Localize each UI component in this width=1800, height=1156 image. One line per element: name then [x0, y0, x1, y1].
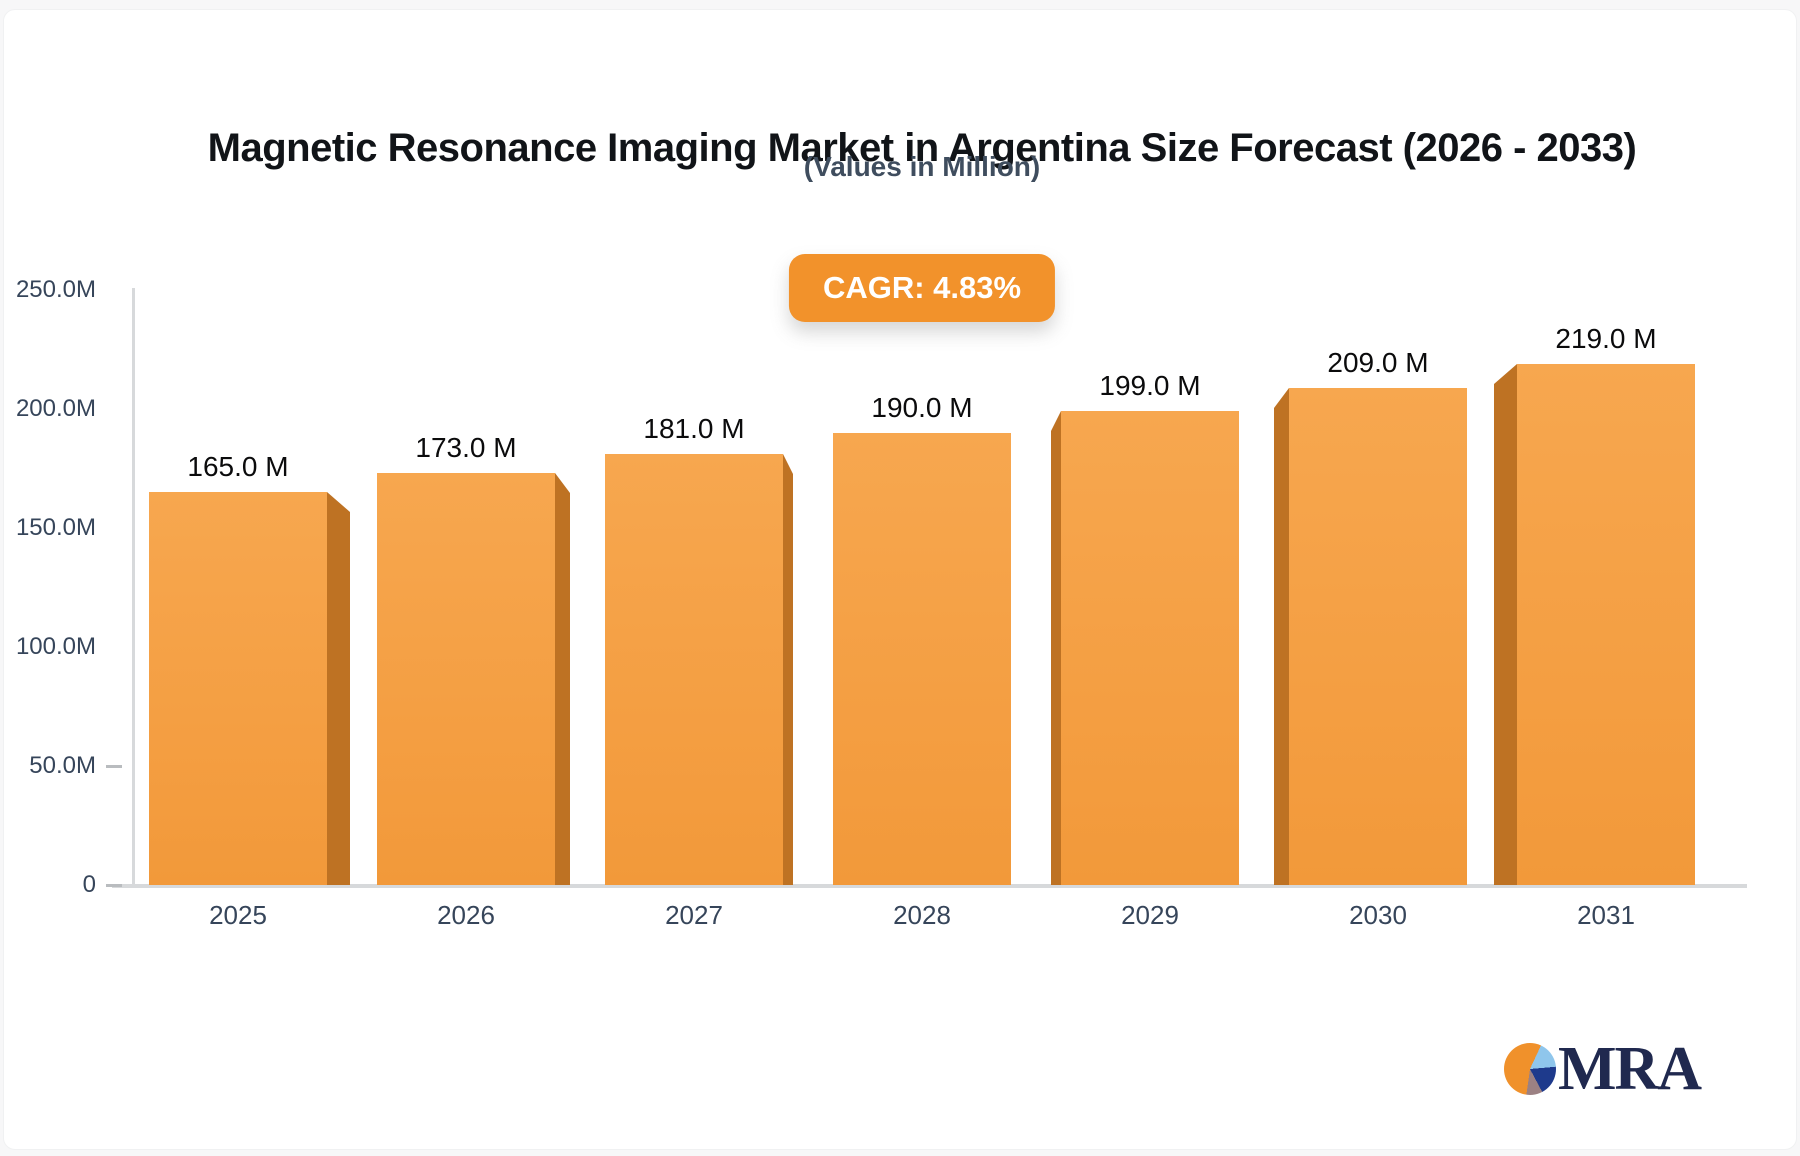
- bar-3d-side-2025: [327, 492, 350, 885]
- bar-face-2028: [833, 433, 1011, 885]
- bar-value-label-2026: 173.0 M: [415, 432, 517, 463]
- x-axis-label-2028: 2028: [893, 900, 951, 930]
- y-axis-tick-label: 150.0M: [15, 514, 96, 541]
- cagr-badge: CAGR: 4.83%: [788, 254, 1056, 322]
- x-axis-baseline: [112, 884, 1747, 888]
- x-axis-label-2026: 2026: [437, 900, 495, 930]
- x-axis-label-2031: 2031: [1577, 900, 1635, 930]
- bar-2027: [605, 454, 793, 885]
- bar-value-label-2027: 181.0 M: [643, 413, 745, 444]
- bar-face-2029: [1061, 411, 1239, 885]
- bar-value-label-2031: 219.0 M: [1555, 323, 1657, 354]
- bar-face-2031: [1517, 364, 1695, 885]
- y-axis-tick-mark: [106, 884, 122, 887]
- brand-logo: MRA: [1504, 1035, 1702, 1103]
- bar-face-2027: [605, 454, 783, 885]
- bar-2030: [1274, 388, 1467, 885]
- bar-face-2026: [377, 473, 555, 885]
- y-axis-tick-label: 200.0M: [15, 395, 96, 422]
- bar-3d-side-2029: [1051, 411, 1061, 885]
- bar-value-label-2028: 190.0 M: [871, 392, 973, 423]
- bar-2031: [1494, 364, 1695, 885]
- bar-2026: [377, 473, 570, 885]
- bar-2029: [1051, 411, 1239, 885]
- chart-title: Magnetic Resonance Imaging Market in Arg…: [207, 125, 1637, 170]
- x-axis-label-2030: 2030: [1349, 900, 1407, 930]
- y-axis-tick-mark: [106, 765, 122, 768]
- x-axis-label-2025: 2025: [209, 900, 267, 930]
- bar-3d-side-2030: [1274, 388, 1289, 885]
- bar-value-label-2030: 209.0 M: [1327, 347, 1429, 378]
- bar-face-2030: [1289, 388, 1467, 885]
- bar-3d-side-2027: [783, 454, 793, 885]
- x-axis-label-2027: 2027: [665, 900, 723, 930]
- y-axis-tick-label: 50.0M: [29, 752, 96, 779]
- logo-pie-chart-icon: [1504, 1043, 1556, 1095]
- cagr-badge-label: CAGR: 4.83%: [822, 270, 1022, 305]
- y-axis-tick-label: 100.0M: [15, 633, 96, 660]
- y-axis-tick-label: 0: [82, 871, 96, 898]
- logo-text: MRA: [1558, 1035, 1702, 1103]
- bar-3d-side-2026: [555, 473, 570, 885]
- bar-value-label-2025: 165.0 M: [187, 451, 289, 482]
- bar-3d-side-2031: [1494, 364, 1517, 885]
- x-axis-label-2029: 2029: [1121, 900, 1179, 930]
- y-axis-tick-label: 250.0M: [15, 276, 96, 303]
- y-axis-line: [132, 288, 135, 887]
- bar-face-2025: [149, 492, 327, 885]
- chart-subtitle: (Values in Million): [803, 151, 1041, 182]
- bar-value-label-2029: 199.0 M: [1099, 370, 1201, 401]
- bar-2028: [833, 433, 1011, 885]
- bar-2025: [149, 492, 350, 885]
